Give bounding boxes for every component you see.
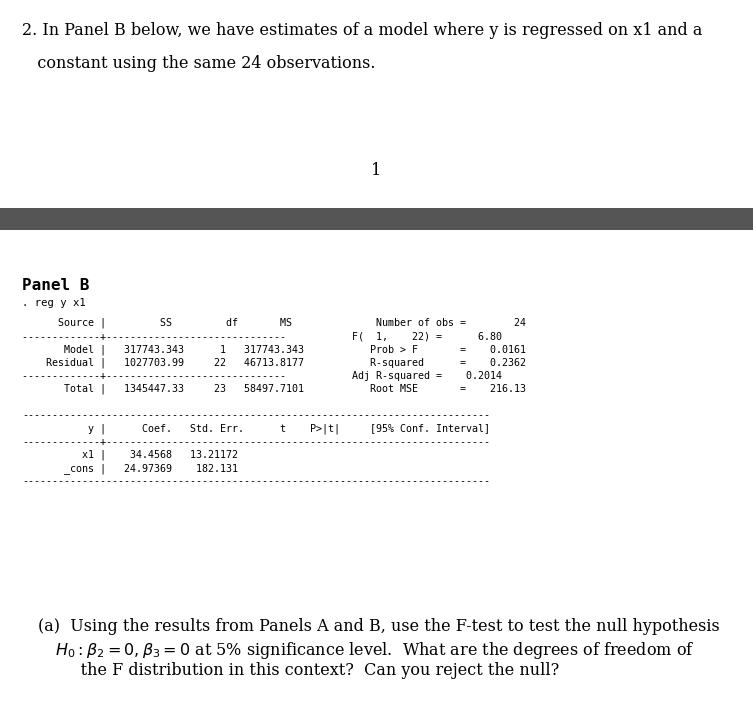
Text: Residual |   1027703.99     22   46713.8177           R-squared      =    0.2362: Residual | 1027703.99 22 46713.8177 R-sq… xyxy=(22,358,526,368)
Text: _cons |   24.97369    182.131: _cons | 24.97369 182.131 xyxy=(22,463,238,474)
Text: . reg y x1: . reg y x1 xyxy=(22,298,86,308)
Text: Model |   317743.343      1   317743.343           Prob > F       =    0.0161: Model | 317743.343 1 317743.343 Prob > F… xyxy=(22,344,526,355)
Text: (a)  Using the results from Panels A and B, use the F-test to test the null hypo: (a) Using the results from Panels A and … xyxy=(38,618,720,635)
Text: constant using the same 24 observations.: constant using the same 24 observations. xyxy=(22,55,376,72)
Bar xyxy=(0,208,753,230)
Text: 2. In Panel B below, we have estimates of a model where y is regressed on x1 and: 2. In Panel B below, we have estimates o… xyxy=(22,22,703,39)
Text: -------------+----------------------------------------------------------------: -------------+--------------------------… xyxy=(22,437,490,447)
Text: ------------------------------------------------------------------------------: ----------------------------------------… xyxy=(22,410,490,420)
Text: -------------+------------------------------           F(  1,    22) =      6.80: -------------+--------------------------… xyxy=(22,331,502,341)
Text: $H_0 : \beta_2 = 0, \beta_3 = 0$ at 5% significance level.  What are the degrees: $H_0 : \beta_2 = 0, \beta_3 = 0$ at 5% s… xyxy=(55,640,694,661)
Text: Source |         SS         df       MS              Number of obs =        24: Source | SS df MS Number of obs = 24 xyxy=(22,318,526,328)
Text: -------------+------------------------------           Adj R-squared =    0.2014: -------------+--------------------------… xyxy=(22,371,502,381)
Text: 1: 1 xyxy=(371,162,381,179)
Text: ------------------------------------------------------------------------------: ----------------------------------------… xyxy=(22,477,490,487)
Text: x1 |    34.4568   13.21172: x1 | 34.4568 13.21172 xyxy=(22,450,238,461)
Text: the F distribution in this context?  Can you reject the null?: the F distribution in this context? Can … xyxy=(55,662,559,679)
Text: Panel B: Panel B xyxy=(22,278,90,293)
Text: Total |   1345447.33     23   58497.7101           Root MSE       =    216.13: Total | 1345447.33 23 58497.7101 Root MS… xyxy=(22,384,526,395)
Text: y |      Coef.   Std. Err.      t    P>|t|     [95% Conf. Interval]: y | Coef. Std. Err. t P>|t| [95% Conf. I… xyxy=(22,423,490,434)
